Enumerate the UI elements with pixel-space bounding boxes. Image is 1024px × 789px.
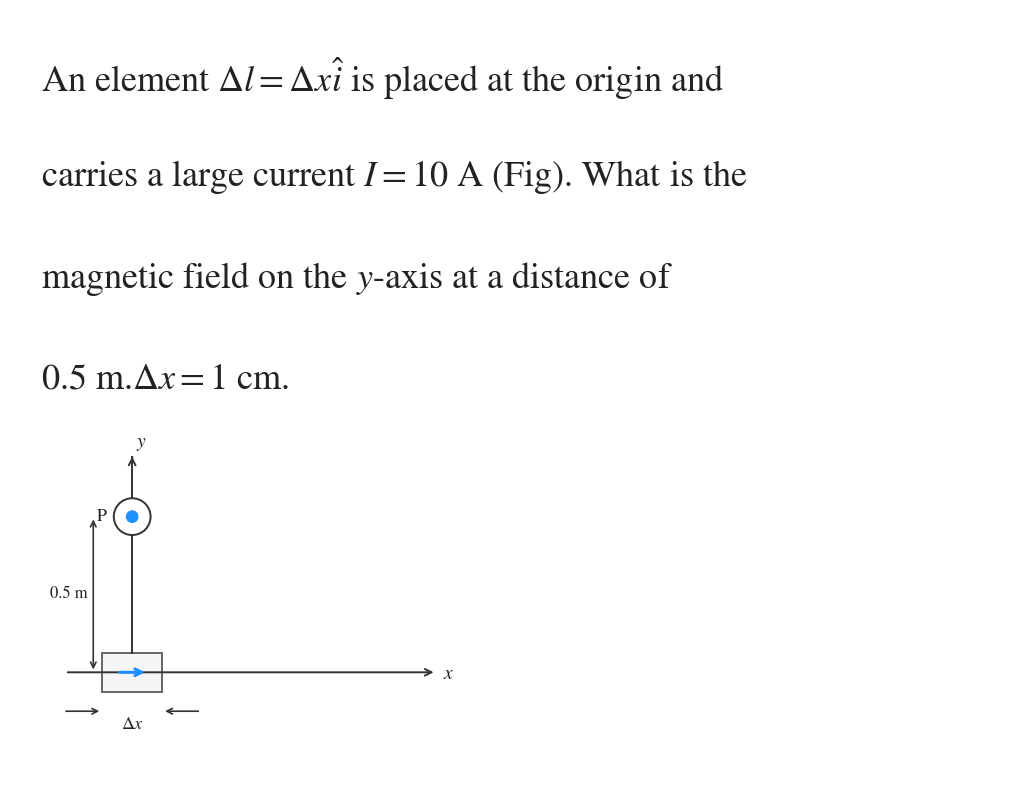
Text: $y$: $y$: [136, 435, 146, 453]
Text: $\Delta x$: $\Delta x$: [121, 717, 143, 733]
Text: $0.5$ m.$\Delta x = 1$ cm.: $0.5$ m.$\Delta x = 1$ cm.: [41, 363, 290, 396]
Text: magnetic field on the $y$-axis at a distance of: magnetic field on the $y$-axis at a dist…: [41, 260, 673, 298]
Text: 0.5 m: 0.5 m: [50, 586, 88, 603]
Text: carries a large current $I = 10$ A (Fig). What is the: carries a large current $I = 10$ A (Fig)…: [41, 158, 748, 196]
Circle shape: [114, 499, 151, 535]
Circle shape: [127, 511, 138, 522]
Text: An element $\Delta l = \Delta x\hat{i}$ is placed at the origin and: An element $\Delta l = \Delta x\hat{i}$ …: [41, 55, 724, 102]
Text: P: P: [96, 509, 106, 525]
Text: $x$: $x$: [443, 664, 455, 683]
Bar: [102, 653, 162, 692]
